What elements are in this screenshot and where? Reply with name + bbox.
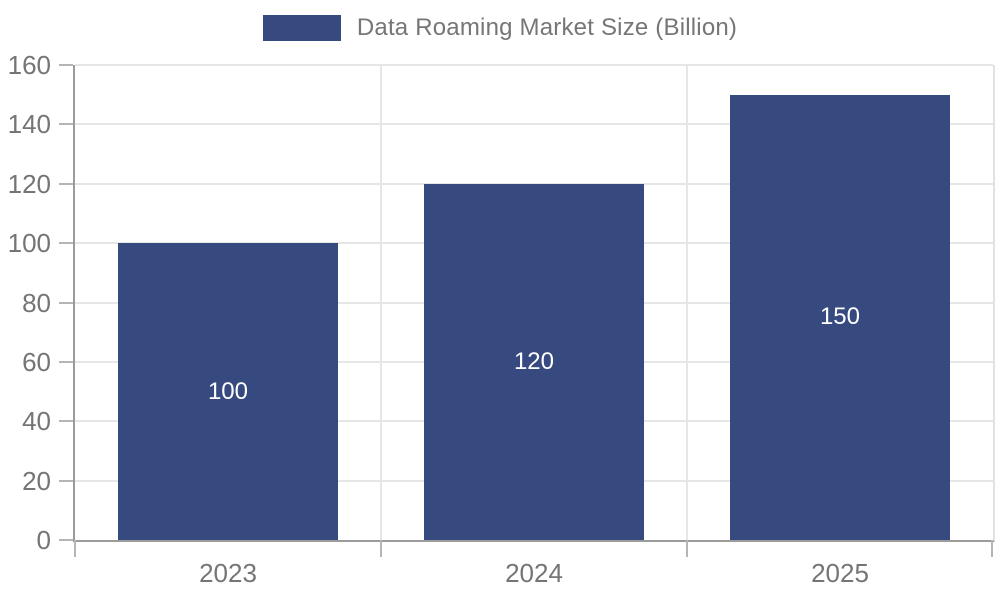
legend-item[interactable]: Data Roaming Market Size (Billion) [262,14,738,42]
gridline-x-2 [686,65,688,540]
y-axis-label-120: 120 [7,168,51,199]
x-axis-label-2023: 2023 [199,558,257,588]
bar-value-label-2023: 100 [207,377,249,405]
bar-2024: 120 [423,183,645,540]
y-tick-mark [59,539,73,541]
bar-value-label-2024: 120 [513,347,555,375]
x-axis-label-2024: 2024 [505,558,563,588]
x-tick-mark [380,540,382,557]
y-axis-label-60: 60 [22,346,51,377]
x-tick-mark [686,540,688,557]
bar-value-label-2025: 150 [819,303,861,331]
y-tick-mark [59,123,73,126]
y-axis-label-80: 80 [22,287,51,318]
y-axis-label-160: 160 [7,50,51,80]
y-tick-mark [59,242,73,245]
legend-label: Data Roaming Market Size (Billion) [356,14,738,41]
y-axis-label-100: 100 [7,228,51,259]
bar-2025: 150 [729,94,951,540]
gridline-x-1 [380,65,382,540]
y-tick-mark [59,479,73,482]
y-axis-label-140: 140 [7,109,51,140]
y-tick-mark [59,420,73,423]
x-axis-label-2025: 2025 [811,558,869,588]
x-tick-mark [991,540,993,557]
y-tick-mark [59,64,73,66]
plot-area: 0 20 40 60 80 100 120 140 160 100 2023 120 2024 150 20… [8,52,995,588]
y-tick-mark [59,182,73,185]
y-tick-mark [59,360,73,363]
x-tick-mark [74,540,76,557]
gridline-y-160 [75,64,993,66]
y-tick-mark [59,301,73,304]
bar-2023: 100 [117,243,339,540]
y-axis-label-20: 20 [22,465,51,496]
legend-color-swatch [262,15,341,41]
y-axis-label-0: 0 [36,525,51,555]
y-axis-label-40: 40 [22,406,51,437]
chart-legend: Data Roaming Market Size (Billion) [0,14,1000,42]
gridline-y-140 [75,123,993,126]
